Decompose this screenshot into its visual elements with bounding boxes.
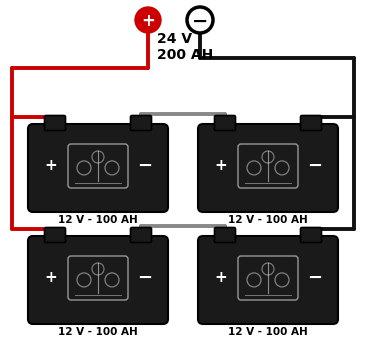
FancyBboxPatch shape xyxy=(28,124,168,212)
Text: −: − xyxy=(192,12,208,30)
Text: 12 V - 100 AH: 12 V - 100 AH xyxy=(228,215,308,225)
Text: 12 V - 100 AH: 12 V - 100 AH xyxy=(58,215,138,225)
FancyBboxPatch shape xyxy=(215,228,236,243)
FancyBboxPatch shape xyxy=(45,228,66,243)
Text: +: + xyxy=(215,271,227,286)
Text: 12 V - 100 AH: 12 V - 100 AH xyxy=(58,327,138,337)
Text: 12 V - 100 AH: 12 V - 100 AH xyxy=(228,327,308,337)
FancyBboxPatch shape xyxy=(131,228,152,243)
Text: 24 V
200 AH: 24 V 200 AH xyxy=(157,32,213,62)
Text: −: − xyxy=(307,269,323,287)
Text: +: + xyxy=(45,159,57,174)
Text: +: + xyxy=(215,159,227,174)
Text: +: + xyxy=(45,271,57,286)
Text: −: − xyxy=(137,157,153,175)
FancyBboxPatch shape xyxy=(301,116,322,131)
FancyBboxPatch shape xyxy=(45,116,66,131)
FancyBboxPatch shape xyxy=(215,116,236,131)
Circle shape xyxy=(187,7,213,33)
Text: −: − xyxy=(137,269,153,287)
FancyBboxPatch shape xyxy=(198,236,338,324)
FancyBboxPatch shape xyxy=(198,124,338,212)
FancyBboxPatch shape xyxy=(301,228,322,243)
Text: +: + xyxy=(141,12,155,30)
Text: −: − xyxy=(307,157,323,175)
FancyBboxPatch shape xyxy=(131,116,152,131)
Circle shape xyxy=(135,7,161,33)
FancyBboxPatch shape xyxy=(28,236,168,324)
